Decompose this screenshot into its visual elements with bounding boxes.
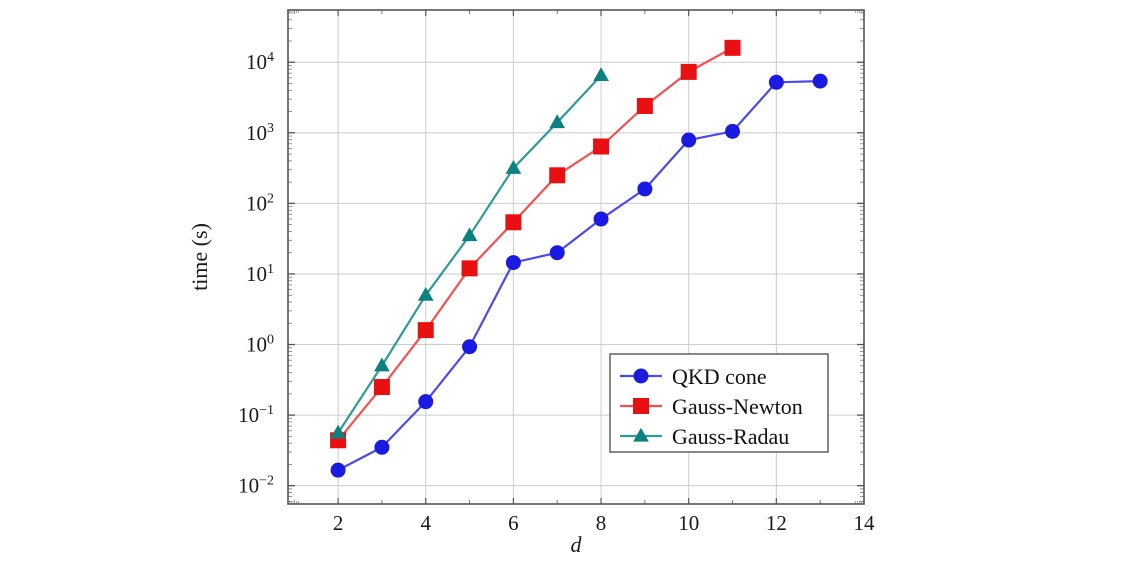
x-tick-label: 4 <box>420 511 431 535</box>
x-axis-tick-labels: 2 4 6 8 10 12 14 <box>333 511 875 535</box>
legend-marker-circle <box>633 368 649 384</box>
x-tick-label: 6 <box>508 511 519 535</box>
data-point <box>374 439 390 455</box>
y-axis-title-group: time (s) <box>187 223 212 291</box>
legend-entry-qkd-cone[interactable]: QKD cone <box>620 364 767 389</box>
legend-label: Gauss-Radau <box>672 424 789 449</box>
data-series-layer <box>330 39 828 478</box>
data-point <box>681 132 697 148</box>
y-tick-label: 102 <box>246 191 274 215</box>
data-point <box>461 260 478 277</box>
data-point <box>462 339 478 355</box>
chart-legend[interactable]: QKD cone Gauss-Newton Gauss-Radau <box>609 353 829 453</box>
x-tick-label: 2 <box>333 511 344 535</box>
data-point <box>374 357 390 372</box>
data-point <box>505 159 522 174</box>
y-tick-label: 101 <box>246 262 274 286</box>
x-axis-title: d <box>571 532 583 557</box>
data-point <box>418 394 434 410</box>
data-point <box>549 167 566 184</box>
data-point <box>636 97 653 114</box>
legend-marker-triangle <box>633 427 649 442</box>
legend-label: Gauss-Newton <box>672 394 803 419</box>
data-point <box>330 424 346 439</box>
y-tick-label: 10−2 <box>238 474 274 498</box>
data-point <box>812 73 828 89</box>
y-axis-title: time (s) <box>187 223 212 291</box>
data-point <box>724 39 741 56</box>
data-point <box>417 322 434 339</box>
legend-label: QKD cone <box>672 364 767 389</box>
x-tick-label: 12 <box>766 511 787 535</box>
y-tick-label: 104 <box>246 50 274 74</box>
data-point <box>505 214 522 231</box>
series-qkd-cone <box>330 73 828 478</box>
data-point <box>373 379 390 396</box>
y-axis-tick-labels: 10−2 10−1 100 101 102 103 104 <box>238 50 274 497</box>
data-point <box>725 123 741 139</box>
x-axis-title-group: d <box>571 532 583 557</box>
series-gauss-radau <box>330 67 609 439</box>
data-point <box>593 67 609 82</box>
data-point <box>549 245 565 261</box>
x-tick-label: 10 <box>678 511 699 535</box>
legend-marker-square <box>633 398 649 414</box>
y-tick-label: 100 <box>246 333 274 357</box>
data-point <box>637 181 653 197</box>
data-point <box>593 138 610 155</box>
data-point <box>768 74 784 90</box>
series-gauss-newton <box>330 39 741 449</box>
data-point <box>330 462 346 478</box>
data-point <box>593 211 609 227</box>
y-tick-label: 103 <box>246 121 274 145</box>
data-point <box>461 227 478 242</box>
y-tick-label: 10−1 <box>238 403 274 427</box>
legend-entry-gauss-newton[interactable]: Gauss-Newton <box>620 394 803 419</box>
data-point <box>417 286 434 301</box>
legend-entry-gauss-radau[interactable]: Gauss-Radau <box>620 424 789 449</box>
data-point <box>680 63 697 80</box>
plot-frame <box>287 9 865 505</box>
data-point <box>549 114 566 129</box>
x-tick-label: 8 <box>596 511 607 535</box>
x-tick-label: 14 <box>854 511 876 535</box>
data-point <box>505 255 521 271</box>
